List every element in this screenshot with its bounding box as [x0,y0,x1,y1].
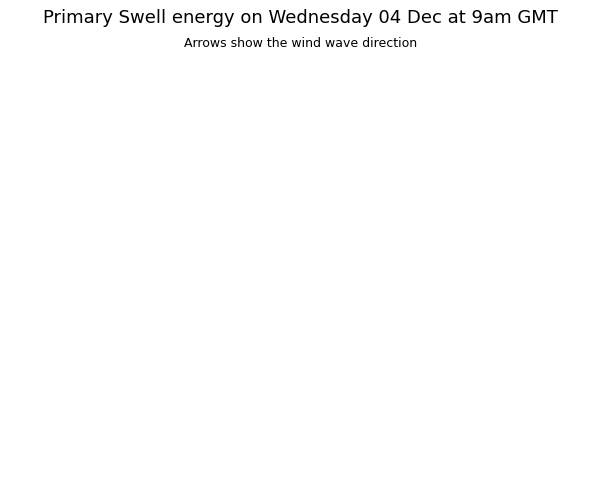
Text: Install cartopy for proper map: Install cartopy for proper map [176,262,425,281]
Text: Arrows show the wind wave direction: Arrows show the wind wave direction [184,37,417,50]
Text: Primary Swell energy on Wednesday 04 Dec at 9am GMT: Primary Swell energy on Wednesday 04 Dec… [43,9,558,27]
